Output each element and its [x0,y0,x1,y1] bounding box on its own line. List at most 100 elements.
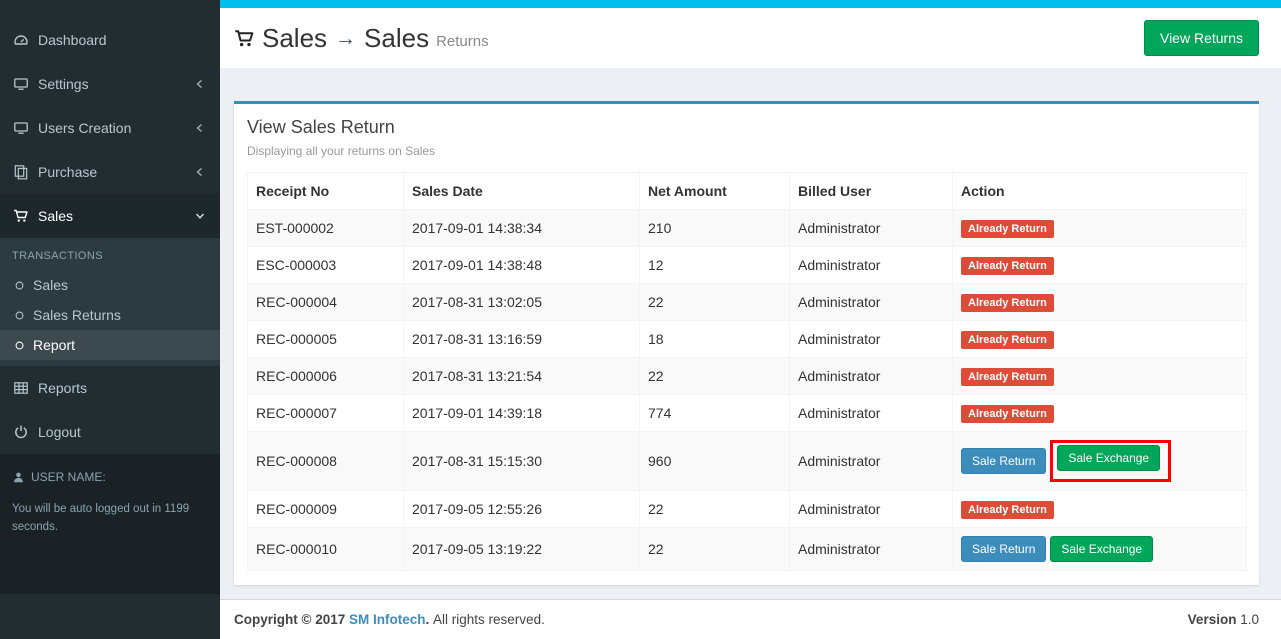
footer: Copyright © 2017 SM Infotech. All rights… [220,599,1281,639]
copyright: Copyright © 2017 SM Infotech. All rights… [234,612,545,627]
action-cell: Already Return [952,394,1247,432]
user-name-row: USER NAME: [12,470,208,484]
version-value: 1.0 [1240,612,1259,627]
net-amount-cell: 22 [639,490,790,528]
col-net-amount: Net Amount [639,172,790,210]
action-cell: Already Return [952,246,1247,284]
sidebar-item-purchase[interactable]: Purchase [0,150,220,194]
user-section: USER NAME: You will be auto logged out i… [0,454,220,594]
sidebar-item-dashboard[interactable]: Dashboard [0,18,220,62]
sale-return-button[interactable]: Sale Return [961,447,1047,474]
top-accent-bar [220,0,1281,8]
already-return-badge: Already Return [961,219,1054,238]
version: Version 1.0 [1188,612,1259,627]
panel-subtitle: Displaying all your returns on Sales [247,144,436,158]
circle-outline-icon [14,340,25,351]
view-returns-button[interactable]: View Returns [1143,20,1259,56]
receipt-no-cell: REC-000007 [247,394,404,432]
action-cell: Already Return [952,320,1247,358]
circle-outline-icon [14,310,25,321]
already-return-badge: Already Return [961,500,1054,519]
user-icon [14,472,23,482]
breadcrumb-returns-small: Returns [436,33,489,50]
table-row: REC-000008 2017-08-31 15:15:30 960 Administ… [247,431,1247,491]
receipt-no-cell: REC-000008 [247,431,404,491]
sidebar: Dashboard Settings Users Creation [0,0,220,639]
table-row: REC-000010 2017-09-05 13:19:22 22 Administr… [247,527,1247,571]
col-billed-user: Billed User [789,172,953,210]
company-link[interactable]: SM Infotech [349,612,426,627]
col-action: Action [952,172,1247,210]
already-return-badge: Already Return [961,404,1054,423]
net-amount-cell: 774 [639,394,790,432]
net-amount-cell: 22 [639,357,790,395]
sales-return-panel: View Sales Return Displaying all your re… [234,101,1259,585]
net-amount-cell: 960 [639,431,790,491]
sales-date-cell: 2017-08-31 15:15:30 [403,431,640,491]
net-amount-cell: 12 [639,246,790,284]
sidebar-menu: Dashboard Settings Users Creation [0,0,220,454]
sidebar-item-reports[interactable]: Reports [0,366,220,410]
table-header-row: Receipt No Sales Date Net Amount Billed … [247,172,1247,210]
receipt-no-cell: EST-000002 [247,209,404,247]
cart-icon [234,28,255,49]
sales-date-cell: 2017-09-01 14:38:34 [403,209,640,247]
sales-date-cell: 2017-08-31 13:16:59 [403,320,640,358]
auto-logout-notice: You will be auto logged out in 1199 seco… [12,503,190,534]
main-area: Sales → Sales Returns View Returns View … [220,0,1281,639]
receipt-no-cell: REC-000010 [247,527,404,571]
user-name-label: USER NAME: [31,470,106,484]
sidebar-item-users-creation[interactable]: Users Creation [0,106,220,150]
action-cell: Already Return [952,357,1247,395]
action-cell: Sale Return Sale Exchange [952,527,1247,571]
sidebar-subitem-report[interactable]: Report [0,330,220,360]
sales-return-table-body: EST-000002 2017-09-01 14:38:34 210 Administ… [247,209,1247,571]
chevron-left-icon [195,167,205,177]
billed-user-cell: Administrator [789,320,953,358]
receipt-no-cell: ESC-000003 [247,246,404,284]
chevron-left-icon [195,79,205,89]
sidebar-subitem-sales[interactable]: Sales [0,270,220,300]
table-row: REC-000007 2017-09-01 14:39:18 774 Administ… [247,394,1247,432]
logout-power-icon [13,424,29,440]
red-highlight-box: Sale Exchange [1050,440,1172,482]
sales-date-cell: 2017-08-31 13:02:05 [403,283,640,321]
sidebar-item-label: Purchase [38,164,98,180]
sales-date-cell: 2017-08-31 13:21:54 [403,357,640,395]
sidebar-subitem-sales-returns[interactable]: Sales Returns [0,300,220,330]
sidebar-item-label: Users Creation [38,120,132,136]
table-row: REC-000004 2017-08-31 13:02:05 22 Administr… [247,283,1247,321]
sales-date-cell: 2017-09-01 14:39:18 [403,394,640,432]
net-amount-cell: 210 [639,209,790,247]
billed-user-cell: Administrator [789,394,953,432]
sidebar-subitem-label: Report [33,337,76,353]
transactions-section-header: TRANSACTIONS [12,250,103,262]
sidebar-item-sales[interactable]: Sales [0,194,220,238]
sales-date-cell: 2017-09-01 14:38:48 [403,246,640,284]
sale-exchange-button[interactable]: Sale Exchange [1050,536,1154,562]
content: View Sales Return Displaying all your re… [220,68,1281,599]
chevron-left-icon [195,123,205,133]
receipt-no-cell: REC-000005 [247,320,404,358]
sidebar-item-settings[interactable]: Settings [0,62,220,106]
version-label: Version [1187,612,1237,627]
billed-user-cell: Administrator [789,527,953,571]
users-monitor-icon [13,120,29,136]
sidebar-subitem-label: Sales Returns [33,307,121,323]
breadcrumb: Sales → Sales Returns [234,23,489,54]
copyright-prefix: Copyright © 2017 [234,612,346,627]
billed-user-cell: Administrator [789,431,953,491]
sidebar-item-logout[interactable]: Logout [0,410,220,454]
table-row: EST-000002 2017-09-01 14:38:34 210 Administ… [247,209,1247,247]
table-row: REC-000005 2017-08-31 13:16:59 18 Administr… [247,320,1247,358]
content-header: Sales → Sales Returns View Returns [220,8,1281,68]
sale-return-button[interactable]: Sale Return [961,536,1047,562]
sidebar-item-label: Settings [38,76,89,92]
sale-exchange-button[interactable]: Sale Exchange [1057,445,1161,471]
action-cell: Sale Return Sale Exchange [952,431,1247,491]
billed-user-cell: Administrator [789,283,953,321]
sidebar-item-label: Logout [38,424,81,440]
already-return-badge: Already Return [961,256,1054,275]
copyright-period: . [425,612,430,627]
already-return-badge: Already Return [961,293,1054,312]
